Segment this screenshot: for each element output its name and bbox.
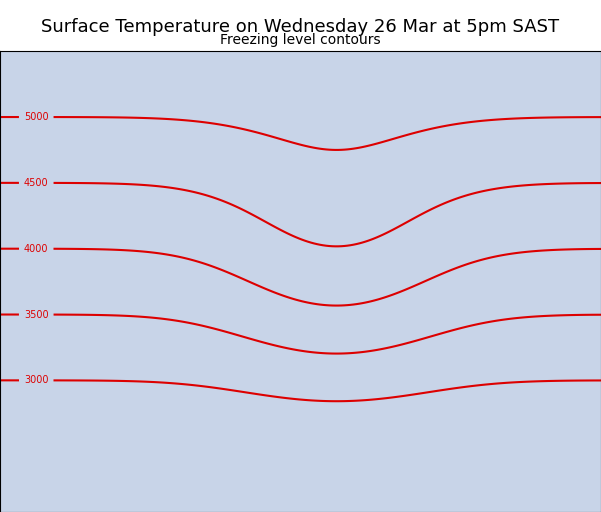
Text: 4000: 4000: [24, 244, 49, 254]
Text: 3000: 3000: [24, 375, 49, 386]
Text: 3500: 3500: [24, 310, 49, 319]
Text: 5000: 5000: [24, 112, 49, 122]
Text: Freezing level contours: Freezing level contours: [220, 33, 381, 47]
Text: Surface Temperature on Wednesday 26 Mar at 5pm SAST: Surface Temperature on Wednesday 26 Mar …: [41, 18, 560, 36]
Text: 4500: 4500: [24, 178, 49, 188]
